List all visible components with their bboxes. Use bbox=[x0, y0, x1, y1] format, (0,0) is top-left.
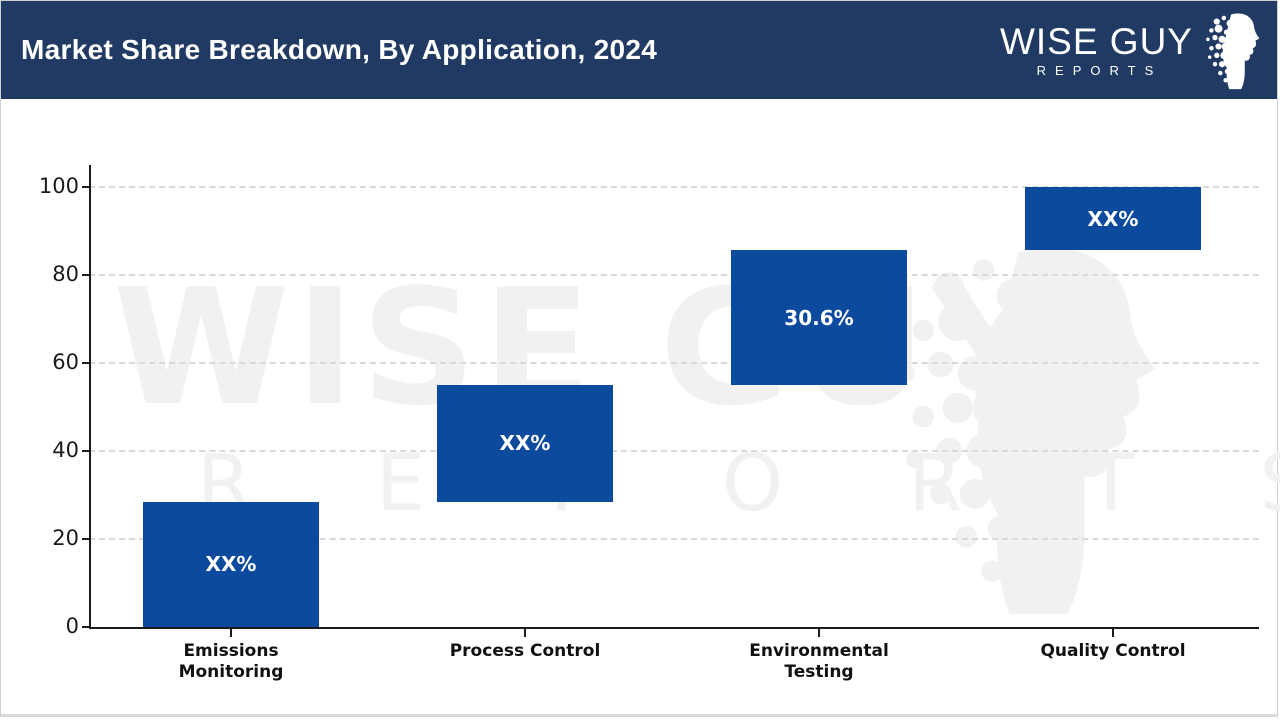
waterfall-chart: WISE GUY R E P O R T S 0 20 40 60 80 100 XX% Em… bbox=[1, 99, 1280, 719]
logo-wordmark: WISE GUY REPORTS bbox=[1000, 23, 1193, 78]
y-axis-tick-label: 0 bbox=[65, 614, 79, 638]
page-title: Market Share Breakdown, By Application, … bbox=[21, 34, 658, 65]
y-axis-tick-label: 100 bbox=[38, 174, 79, 198]
bar-emissions-monitoring bbox=[143, 501, 319, 627]
y-axis-tick-label: 60 bbox=[52, 350, 79, 374]
y-axis-tick bbox=[82, 362, 89, 364]
x-axis-tick bbox=[524, 629, 526, 637]
y-axis-tick bbox=[82, 450, 89, 452]
bar-value-label-process-control: XX% bbox=[499, 431, 551, 456]
y-axis-line bbox=[89, 165, 91, 629]
y-axis-tick-label: 20 bbox=[52, 526, 79, 550]
category-label-quality-control: Quality Control bbox=[1040, 641, 1186, 661]
y-axis-tick-label: 40 bbox=[52, 438, 79, 462]
category-label-environmental-testing: Environmental Testing bbox=[749, 641, 889, 682]
bar-value-label-quality-control: XX% bbox=[1087, 206, 1139, 231]
gridline-80 bbox=[89, 274, 1259, 276]
logo-brand-subtitle: REPORTS bbox=[1036, 62, 1163, 78]
bar-quality-control bbox=[1025, 187, 1201, 251]
y-axis-tick bbox=[82, 186, 89, 188]
header-bar: Market Share Breakdown, By Application, … bbox=[1, 1, 1277, 99]
dotted-head-logo-icon bbox=[1199, 9, 1263, 91]
y-axis-tick bbox=[82, 626, 89, 628]
x-axis-tick bbox=[1112, 629, 1114, 637]
bar-process-control bbox=[437, 385, 613, 502]
x-axis-line bbox=[89, 627, 1259, 629]
bar-value-label-emissions-monitoring: XX% bbox=[205, 552, 257, 577]
dotted-head-watermark-icon bbox=[863, 227, 1173, 623]
x-axis-tick bbox=[230, 629, 232, 637]
category-label-process-control: Process Control bbox=[449, 641, 601, 661]
gridline-20 bbox=[89, 538, 1259, 540]
y-axis-tick bbox=[82, 538, 89, 540]
y-axis-tick-label: 80 bbox=[52, 262, 79, 286]
wise-guy-reports-logo: WISE GUY REPORTS bbox=[1000, 9, 1263, 91]
category-label-emissions-monitoring: Emissions Monitoring bbox=[178, 641, 284, 682]
gridline-40 bbox=[89, 450, 1259, 452]
y-axis-tick bbox=[82, 274, 89, 276]
bar-environmental-testing bbox=[731, 250, 907, 385]
gridline-100 bbox=[89, 186, 1259, 188]
gridline-60 bbox=[89, 362, 1259, 364]
logo-brand-name: WISE GUY bbox=[999, 20, 1193, 62]
bar-value-label-environmental-testing: 30.6% bbox=[784, 305, 854, 330]
x-axis-tick bbox=[818, 629, 820, 637]
